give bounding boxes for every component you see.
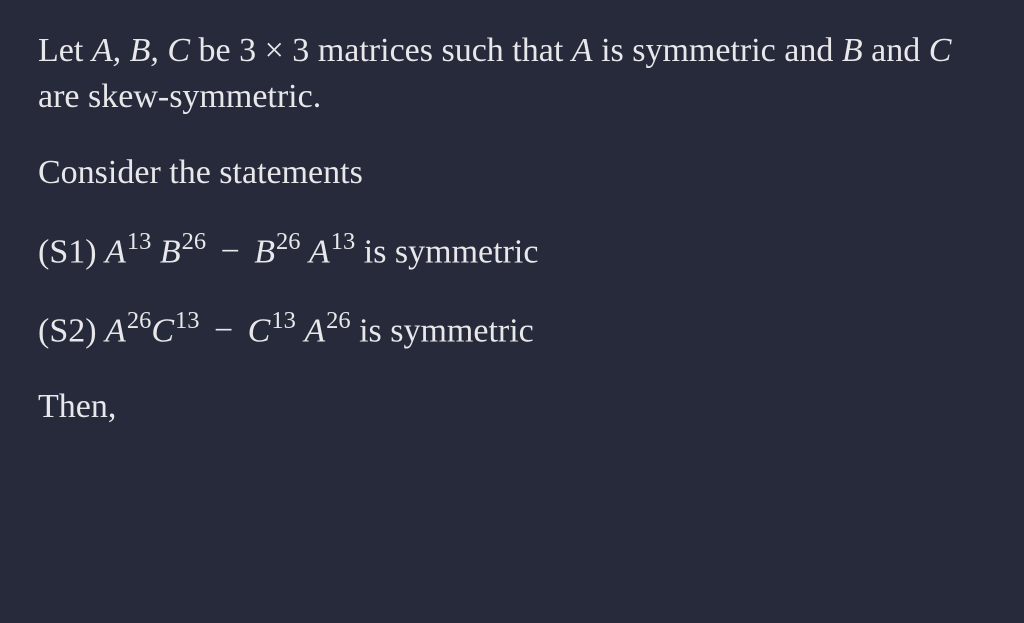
consider-heading: Consider the statements bbox=[38, 150, 986, 196]
s1-term3-exp: 26 bbox=[276, 228, 300, 255]
s1-term4-exp: 13 bbox=[331, 228, 355, 255]
s2-term4-exp: 26 bbox=[326, 307, 350, 334]
var-c: C bbox=[929, 32, 952, 69]
s1-tail: is symmetric bbox=[355, 233, 538, 270]
intro-text: and bbox=[863, 32, 929, 69]
statement-s1: (S1) A13 B26 − B26 A13 is symmetric bbox=[38, 226, 986, 275]
intro-text: matrices such that bbox=[309, 32, 571, 69]
s2-term1-base: A bbox=[105, 312, 126, 349]
s2-term2-exp: 13 bbox=[175, 307, 199, 334]
intro-text: be bbox=[190, 32, 239, 69]
s2-label: (S2) bbox=[38, 312, 105, 349]
intro-paragraph: Let A, B, C be 3 × 3 matrices such that … bbox=[38, 28, 986, 120]
s2-term4-base: A bbox=[304, 312, 325, 349]
intro-text: Let bbox=[38, 32, 92, 69]
intro-text: is symmetric and bbox=[593, 32, 842, 69]
matrix-dim: 3 × 3 bbox=[239, 32, 309, 69]
s1-term3-base: B bbox=[254, 233, 275, 270]
statement-s2: (S2) A26C13 − C13 A26 is symmetric bbox=[38, 305, 986, 354]
s2-term3-exp: 13 bbox=[271, 307, 295, 334]
s1-term2-base: B bbox=[160, 233, 181, 270]
minus-operator: − bbox=[206, 233, 254, 270]
s1-term2-exp: 26 bbox=[182, 228, 206, 255]
var-a: A bbox=[572, 32, 593, 69]
s1-label: (S1) bbox=[38, 233, 105, 270]
s1-term1-base: A bbox=[105, 233, 126, 270]
var-b: B bbox=[842, 32, 863, 69]
s1-term4-base: A bbox=[309, 233, 330, 270]
var-abc: A, B, C bbox=[92, 32, 190, 69]
minus-operator: − bbox=[199, 312, 247, 349]
s2-tail: is symmetric bbox=[351, 312, 534, 349]
space bbox=[151, 233, 160, 270]
s2-term1-exp: 26 bbox=[127, 307, 151, 334]
s1-term1-exp: 13 bbox=[127, 228, 151, 255]
s2-term2-base: C bbox=[151, 312, 174, 349]
s2-term3-base: C bbox=[248, 312, 271, 349]
intro-text: are skew-symmetric. bbox=[38, 78, 321, 115]
space bbox=[301, 233, 310, 270]
then-text: Then, bbox=[38, 384, 986, 430]
